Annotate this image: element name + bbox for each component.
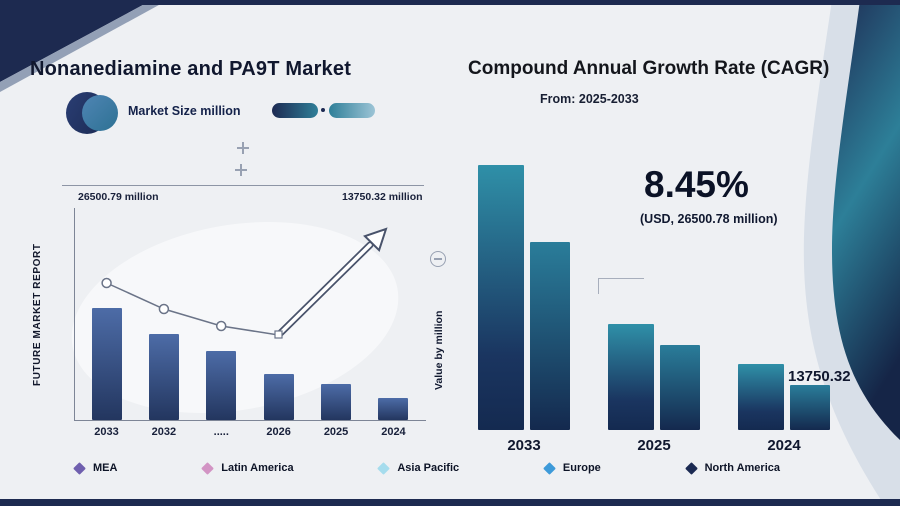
legend-item-europe: Europe [543, 461, 601, 475]
right-bar-2024 [790, 385, 830, 430]
right-x-label: 2033 [507, 437, 541, 454]
right-swoosh-decoration [803, 0, 900, 506]
corner-ribbon-decoration [0, 0, 168, 92]
diamond-icon [73, 461, 86, 475]
left-chart-x-axis [74, 420, 426, 421]
left-bar-slot [308, 208, 365, 420]
plus-icon [235, 164, 247, 176]
right-bar-2033 [478, 165, 524, 430]
gradient-pill-icon [329, 103, 375, 118]
left-x-label: 2033 [94, 426, 119, 438]
left-bar-2026 [263, 374, 294, 420]
diamond-icon [684, 461, 698, 475]
trend-line-arrow [101, 227, 388, 339]
legend-label: Latin America [221, 462, 294, 474]
cagr-subtitle: From: 2025-2033 [540, 92, 639, 106]
diamond-icon [201, 461, 215, 475]
right-chart-labels: 2033 2025 2024 [478, 437, 830, 454]
latest-value-label: 13750.32 million [342, 191, 423, 203]
left-x-label: 2024 [381, 426, 406, 438]
right-x-label: 2025 [637, 437, 671, 454]
left-bar-2032 [148, 334, 179, 420]
sphere-icon [66, 92, 118, 134]
legend-label: Asia Pacific [397, 462, 460, 474]
left-chart-bars [78, 208, 422, 420]
cagr-detail: (USD, 26500.78 million) [640, 212, 778, 226]
legend-item-north-america: North America [684, 461, 780, 475]
left-chart-topline [62, 185, 424, 186]
left-chart-y-axis [74, 208, 75, 421]
bottom-strip [0, 499, 900, 506]
legend-label: Europe [562, 462, 601, 474]
left-bar-slot [365, 208, 422, 420]
left-bar-slot [78, 208, 135, 420]
market-size-legend-label: Market Size million [128, 104, 241, 118]
left-bar-2025 [321, 384, 352, 420]
value-annotation: 13750.32 [788, 368, 851, 385]
left-x-label: ..... [213, 426, 229, 438]
pill-separator-dot [321, 108, 325, 112]
top-strip [0, 0, 900, 5]
right-x-label: 2024 [767, 437, 801, 454]
right-bar-group-2024 [738, 364, 830, 430]
legend-label: MEA [93, 462, 118, 474]
left-bar-slot [193, 208, 250, 420]
footer-legend: MEA Latin America Asia Pacific Europe North … [73, 461, 780, 475]
left-bar-2024 [378, 398, 409, 420]
left-bar-..... [206, 351, 237, 420]
sphere-teal-half [82, 95, 118, 131]
legend-label: North America [704, 462, 780, 474]
diamond-icon [543, 461, 556, 475]
left-chart-side-label: FUTURE MARKET REPORT [32, 243, 43, 386]
gradient-pill-icon [272, 103, 318, 118]
right-bar-2025 [660, 345, 700, 430]
peak-value-label: 26500.79 million [78, 191, 159, 203]
left-x-label: 2032 [151, 426, 177, 438]
diamond-icon [377, 461, 391, 475]
right-chart-side-label: Value by million [433, 310, 445, 390]
cagr-value: 8.45% [644, 164, 749, 205]
left-x-label: 2026 [266, 426, 291, 438]
left-chart-labels: 2033 2032..... 2026 2025 2024 [78, 426, 422, 438]
plus-icon [237, 142, 249, 154]
legend-item-mea: MEA [73, 461, 118, 475]
bracket-decoration [598, 278, 644, 294]
minus-circle-icon [430, 251, 446, 267]
legend-item-latin-america: Latin America [201, 461, 294, 475]
page-title: Nonanediamine and PA9T Market [30, 58, 352, 80]
right-chart-bars [478, 160, 830, 430]
right-bar-group-2025 [608, 324, 700, 430]
left-x-label: 2025 [323, 426, 349, 438]
right-bar-group-2033 [478, 165, 570, 430]
left-bar-slot [250, 208, 307, 420]
legend-item-asia-pacific: Asia Pacific [377, 461, 460, 475]
cagr-title: Compound Annual Growth Rate (CAGR) [468, 58, 830, 79]
right-bar-2024 [738, 364, 784, 430]
left-bar-2033 [91, 308, 122, 420]
left-bar-slot [135, 208, 192, 420]
right-bar-2025 [608, 324, 654, 430]
right-bar-2033 [530, 242, 570, 430]
